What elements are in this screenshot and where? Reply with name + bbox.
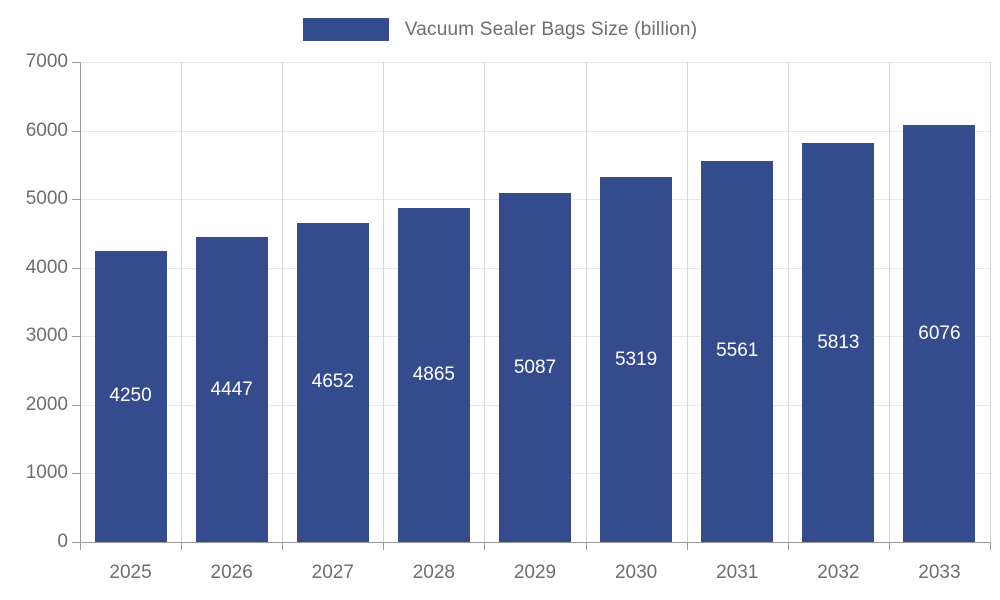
y-axis-tick [72,404,80,406]
x-axis-label: 2033 [918,562,961,583]
x-axis-label: 2030 [614,562,658,583]
gridline-vertical [686,62,688,542]
x-axis-label: 2027 [311,562,354,583]
bar-2028: 4865 [397,208,470,542]
bar-2027: 4652 [296,223,369,542]
gridline-vertical [990,62,991,542]
y-axis-tick [72,473,80,475]
x-axis-line [80,542,991,543]
bar-2031: 5561 [701,160,774,542]
x-axis-label: 2031 [716,562,759,583]
bar-value-label: 4250 [109,385,152,407]
y-axis-label: 5000 [25,188,68,210]
gridline-horizontal [80,62,990,63]
bar-2030: 5319 [600,177,673,542]
bar-value-label: 4865 [412,364,456,386]
gridline-vertical [484,62,486,542]
bar-value-label: 4447 [210,378,253,400]
y-axis-tick [72,336,80,338]
y-axis-label: 3000 [25,325,68,347]
y-axis-tick [72,542,80,543]
gridline-vertical [888,62,890,542]
y-axis-label: 2000 [25,393,68,415]
y-axis-tick [72,62,80,63]
x-axis-tick [990,542,991,550]
x-axis-label: 2026 [210,562,253,583]
x-axis-tick [484,542,486,550]
bar-value-label: 5087 [513,356,557,378]
bar-value-label: 4652 [311,371,354,393]
bar-2033: 6076 [903,125,976,542]
bar-2032: 5813 [802,143,875,542]
chart-legend: Vacuum Sealer Bags Size (billion) [0,18,1000,41]
gridline-vertical [383,62,385,542]
x-axis-label: 2028 [412,562,456,583]
y-axis-label: 7000 [25,51,68,72]
bar-value-label: 5561 [716,340,759,362]
x-axis-tick [686,542,688,550]
chart-title: Vacuum Sealer Bags Size (billion) [404,18,698,40]
x-axis-tick [282,542,284,550]
y-axis-tick [72,199,80,201]
gridline-vertical [282,62,284,542]
bar-value-label: 5813 [817,331,860,353]
y-axis-tick [72,267,80,269]
y-axis-line [80,62,81,542]
gridline-horizontal [80,130,990,132]
x-axis-label: 2029 [513,562,557,583]
y-axis-tick [72,130,80,132]
x-axis-tick [888,542,890,550]
x-axis-tick [80,542,81,550]
y-axis-label: 4000 [25,256,68,278]
bar-2029: 5087 [499,193,571,542]
x-axis-tick [383,542,385,550]
gridline-vertical [787,62,789,542]
gridline-vertical [585,62,587,542]
y-axis-label: 0 [57,531,68,552]
y-axis-label: 1000 [25,462,68,484]
bar-value-label: 6076 [918,322,961,344]
x-axis-label: 2025 [109,562,152,583]
x-axis-tick [181,542,183,550]
x-axis-label: 2032 [817,562,860,583]
x-axis-tick [787,542,789,550]
bar-2026: 4447 [195,237,268,542]
x-axis-tick [585,542,587,550]
bar-value-label: 5319 [614,348,658,370]
gridline-vertical [181,62,183,542]
y-axis-label: 6000 [25,119,68,141]
bar-2025: 4250 [94,250,167,542]
legend-swatch-icon [302,18,389,41]
